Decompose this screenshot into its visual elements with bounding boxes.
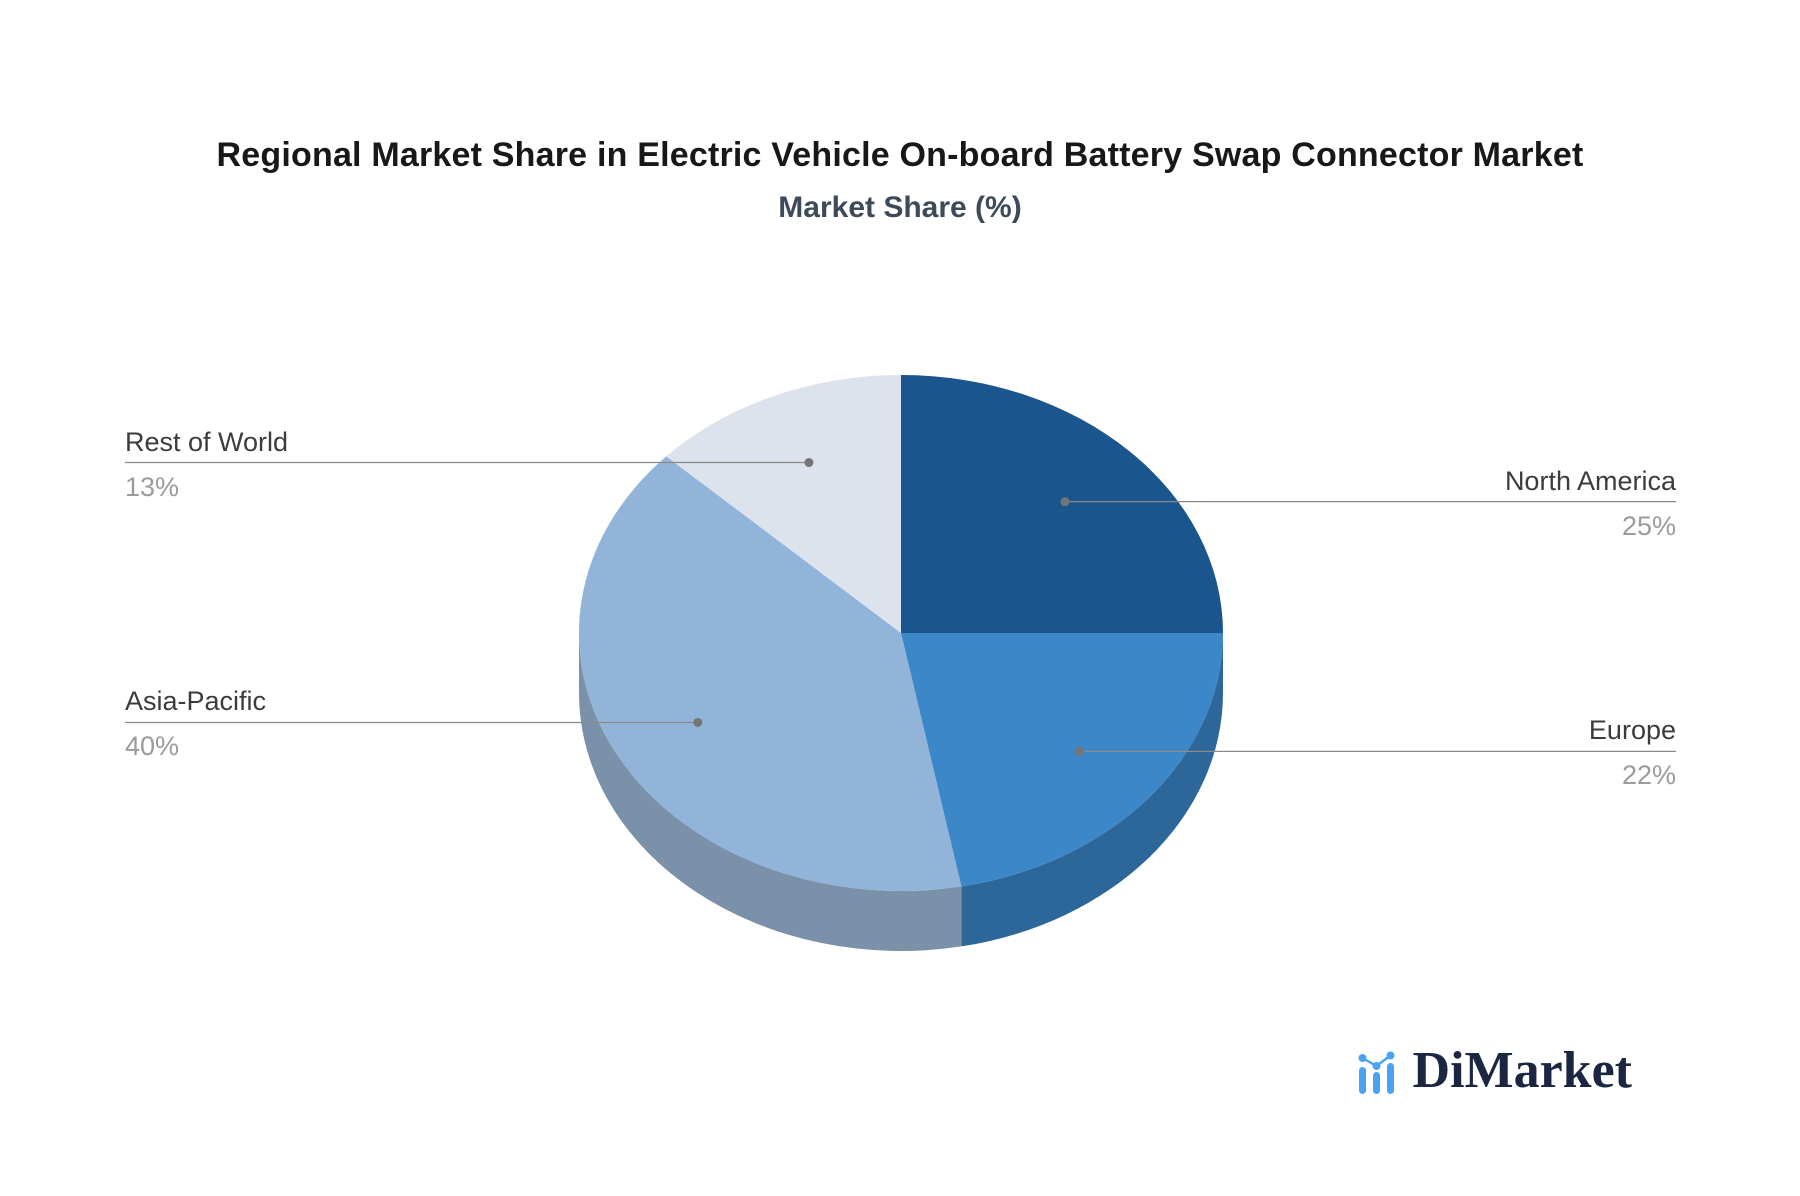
slice-pct-rest-of-world: 13% xyxy=(125,471,180,502)
leader-dot-asia-pacific xyxy=(693,717,703,727)
logo-dot xyxy=(1358,1054,1367,1062)
slice-label-europe: Europe xyxy=(1588,715,1676,746)
dimarket-logo: DiMarket xyxy=(1356,1042,1632,1099)
logo-text: DiMarket xyxy=(1412,1042,1632,1099)
pie-depth-europe xyxy=(961,633,1223,947)
slice-label-asia-pacific: Asia-Pacific xyxy=(125,686,267,717)
pie-depth-asia-pacific xyxy=(579,633,962,951)
pie-slice-europe[interactable] xyxy=(901,633,1223,887)
leader-dot-north-america xyxy=(1060,497,1070,507)
leader-dot-rest-of-world xyxy=(804,458,814,468)
chart-subtitle: Market Share (%) xyxy=(778,191,1022,224)
logo-bar xyxy=(1372,1072,1380,1094)
logo-bar xyxy=(1358,1067,1366,1094)
chart-title: Regional Market Share in Electric Vehicl… xyxy=(216,136,1584,174)
slice-label-north-america: North America xyxy=(1504,465,1676,496)
slice-pct-asia-pacific: 40% xyxy=(125,731,180,762)
logo-bar xyxy=(1386,1063,1394,1094)
logo-dot xyxy=(1386,1051,1395,1060)
pie-slice-asia-pacific[interactable] xyxy=(579,456,962,891)
logo-dot xyxy=(1372,1062,1381,1070)
bar-line-chart-icon xyxy=(1358,1051,1395,1094)
slice-label-rest-of-world: Rest of World xyxy=(125,426,289,457)
slice-pct-north-america: 25% xyxy=(1621,510,1676,541)
leader-dot-europe xyxy=(1075,746,1085,756)
pie-slice-rest-of-world[interactable] xyxy=(666,375,901,633)
slice-pct-europe: 22% xyxy=(1621,760,1676,791)
